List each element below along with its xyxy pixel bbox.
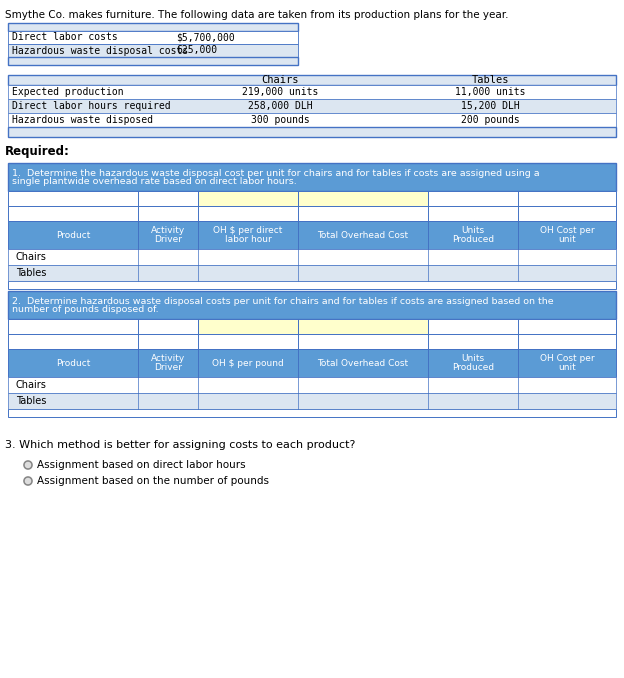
Text: Expected production: Expected production (12, 87, 124, 97)
Text: 15,200 DLH: 15,200 DLH (461, 101, 519, 111)
Bar (8, 249, 616, 265)
Bar (8, 44, 298, 57)
Bar (198, 319, 298, 334)
Text: 2.  Determine hazardous waste disposal costs per unit for chairs and for tables : 2. Determine hazardous waste disposal co… (12, 296, 553, 306)
Text: 200 pounds: 200 pounds (461, 115, 519, 125)
Bar (8, 319, 616, 334)
Text: Assignment based on the number of pounds: Assignment based on the number of pounds (37, 476, 269, 486)
Bar (8, 127, 616, 137)
Text: Chairs: Chairs (16, 380, 47, 390)
Bar (8, 377, 616, 393)
Bar (8, 393, 616, 409)
Text: $5,700,000: $5,700,000 (176, 33, 235, 43)
Bar (8, 349, 616, 377)
Bar (298, 319, 428, 334)
Text: Units: Units (461, 355, 485, 363)
Text: Assignment based on direct labor hours: Assignment based on direct labor hours (37, 460, 246, 470)
Bar (8, 334, 616, 349)
Text: Product: Product (56, 359, 90, 367)
Text: Tables: Tables (471, 75, 509, 85)
Circle shape (25, 462, 31, 468)
Bar (8, 23, 298, 31)
Text: Hazardous waste disposal costs: Hazardous waste disposal costs (12, 45, 188, 56)
Text: Total Overhead Cost: Total Overhead Cost (318, 231, 409, 239)
Text: OH Cost per: OH Cost per (540, 226, 594, 235)
Bar (8, 31, 298, 44)
Text: Driver: Driver (154, 363, 182, 372)
Text: 625,000: 625,000 (176, 45, 217, 56)
Text: Total Overhead Cost: Total Overhead Cost (318, 359, 409, 367)
Text: Tables: Tables (16, 396, 46, 406)
Text: OH Cost per: OH Cost per (540, 355, 594, 363)
Text: labor hour: labor hour (225, 235, 271, 243)
Bar (8, 85, 616, 99)
Bar (8, 265, 616, 281)
Text: Smythe Co. makes furniture. The following data are taken from its production pla: Smythe Co. makes furniture. The followin… (5, 10, 509, 20)
Text: Required:: Required: (5, 144, 70, 157)
Bar (8, 281, 616, 289)
Text: unit: unit (558, 363, 576, 372)
Text: unit: unit (558, 235, 576, 243)
Text: 3. Which method is better for assigning costs to each product?: 3. Which method is better for assigning … (5, 440, 356, 450)
Bar (8, 113, 616, 127)
Text: Driver: Driver (154, 235, 182, 243)
Bar (298, 191, 428, 206)
Text: Hazardous waste disposed: Hazardous waste disposed (12, 115, 153, 125)
Text: 258,000 DLH: 258,000 DLH (248, 101, 313, 111)
Text: Produced: Produced (452, 235, 494, 243)
Bar (198, 191, 298, 206)
Text: 1.  Determine the hazardous waste disposal cost per unit for chairs and for tabl: 1. Determine the hazardous waste disposa… (12, 169, 540, 178)
Text: Activity: Activity (151, 355, 185, 363)
Text: OH $ per direct: OH $ per direct (213, 226, 283, 235)
Text: Direct labor hours required: Direct labor hours required (12, 101, 170, 111)
Text: OH $ per pound: OH $ per pound (212, 359, 284, 367)
Text: Tables: Tables (16, 268, 46, 278)
Bar (8, 57, 298, 65)
Text: Units: Units (461, 226, 485, 235)
Bar (8, 191, 616, 206)
Text: 11,000 units: 11,000 units (455, 87, 525, 97)
Bar (8, 291, 616, 319)
Text: number of pounds disposed of.: number of pounds disposed of. (12, 306, 158, 315)
Text: 300 pounds: 300 pounds (251, 115, 310, 125)
Bar (8, 99, 616, 113)
Bar (8, 409, 616, 417)
Text: Activity: Activity (151, 226, 185, 235)
Text: Produced: Produced (452, 363, 494, 372)
Bar (8, 206, 616, 221)
Text: Chairs: Chairs (16, 252, 47, 262)
Text: 219,000 units: 219,000 units (242, 87, 318, 97)
Text: Direct labor costs: Direct labor costs (12, 33, 118, 43)
Bar (8, 163, 616, 191)
Circle shape (25, 478, 31, 484)
Text: Chairs: Chairs (261, 75, 299, 85)
Text: Product: Product (56, 231, 90, 239)
Text: single plantwide overhead rate based on direct labor hours.: single plantwide overhead rate based on … (12, 178, 297, 186)
Bar (8, 75, 616, 85)
Bar (8, 221, 616, 249)
